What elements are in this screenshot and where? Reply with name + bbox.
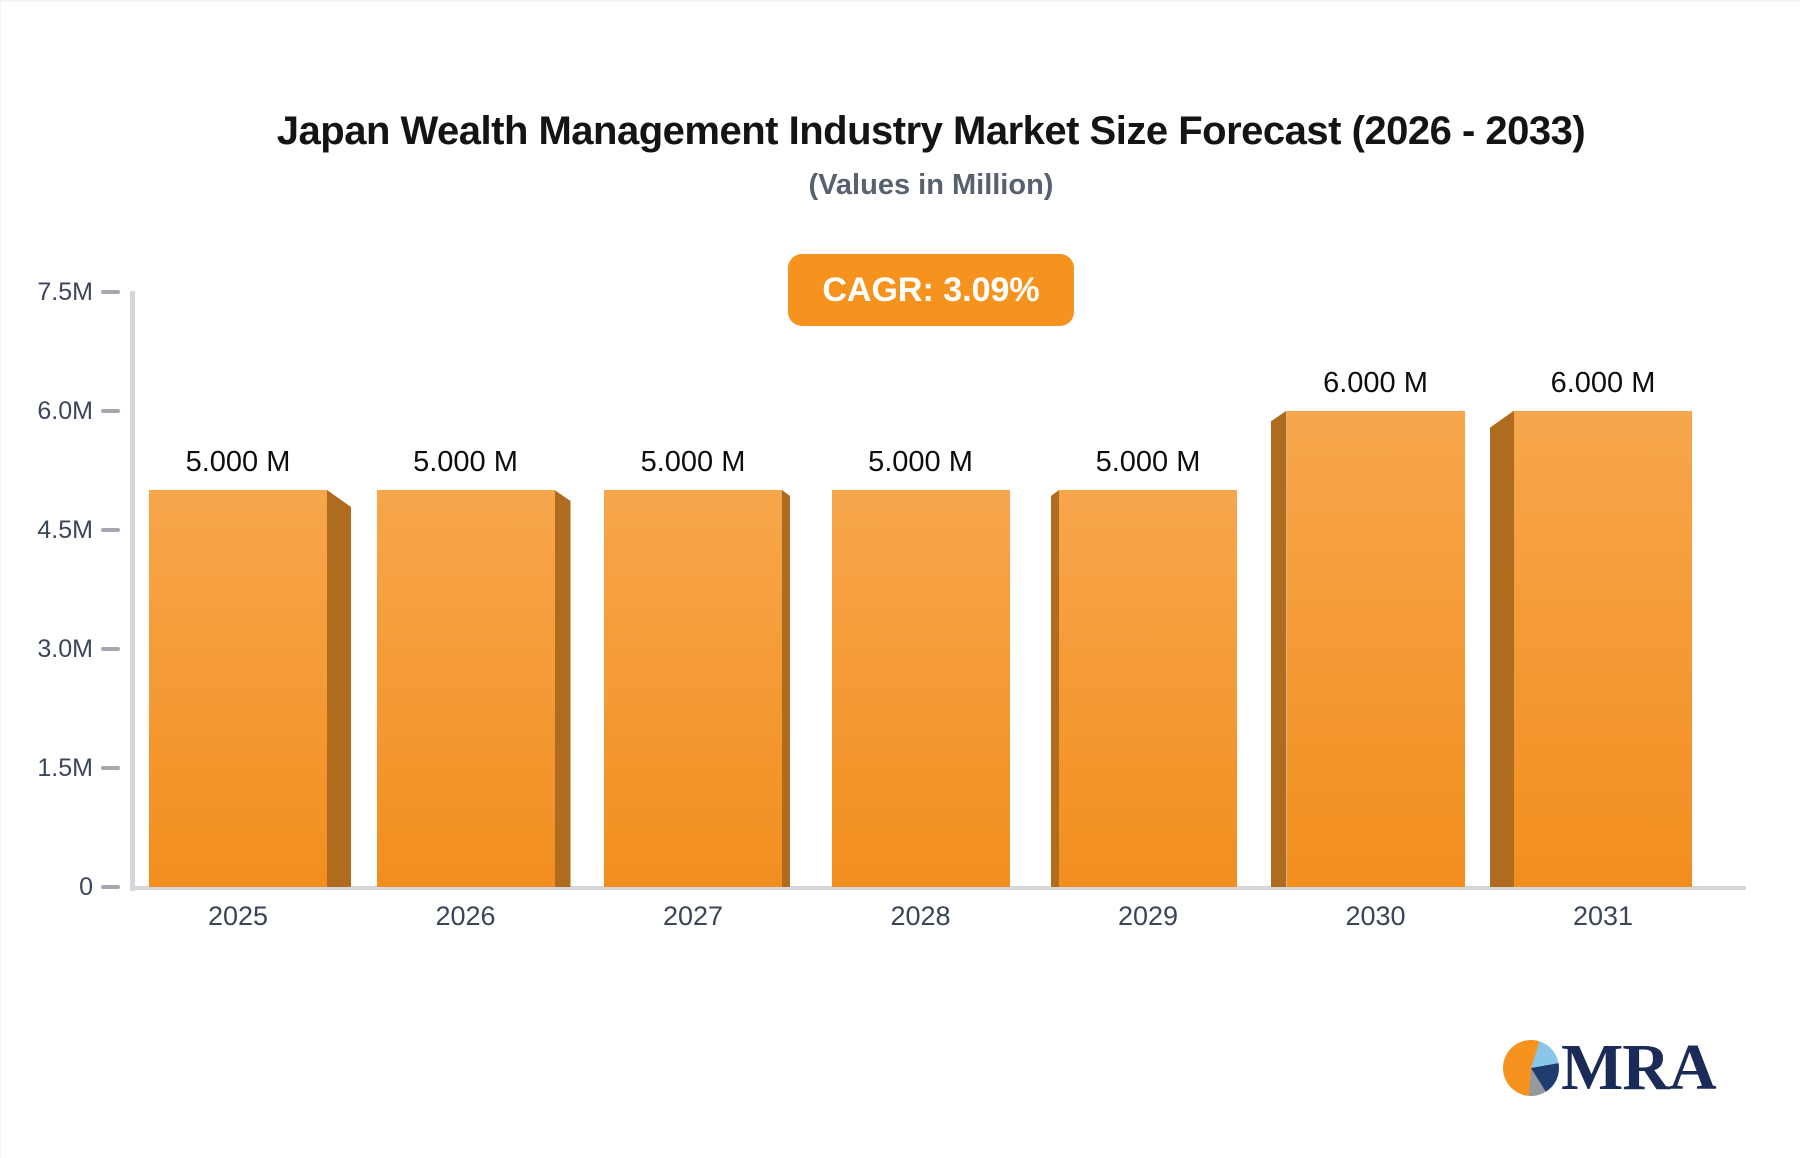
bar-2025 bbox=[149, 490, 327, 887]
brand-text: MRA bbox=[1561, 1031, 1717, 1104]
cagr-badge-row: CAGR: 3.09% bbox=[31, 254, 1800, 326]
bar-value-label-2025: 5.000 M bbox=[185, 446, 291, 478]
bar-2027 bbox=[604, 490, 782, 887]
y-axis-tick-label: 4.5M bbox=[37, 515, 93, 544]
pie-chart-icon bbox=[1503, 1040, 1559, 1096]
x-axis-label-2028: 2028 bbox=[890, 901, 951, 931]
bar-value-label-2031: 6.000 M bbox=[1550, 366, 1656, 399]
bar-value-label-2027: 5.000 M bbox=[640, 446, 746, 478]
chart-header: Japan Wealth Management Industry Market … bbox=[31, 106, 1800, 202]
y-axis-tick-label: 3.0M bbox=[37, 634, 93, 663]
bar-2031 bbox=[1514, 410, 1692, 887]
bar-side-face-2029 bbox=[1051, 490, 1059, 887]
brand-logo: MRA bbox=[1503, 1031, 1717, 1104]
y-axis-tick-label: 7.5M bbox=[37, 277, 93, 306]
bar-2028 bbox=[831, 490, 1010, 887]
chart-subtitle: (Values in Million) bbox=[808, 169, 1054, 201]
y-axis-tick-mark bbox=[101, 408, 120, 413]
x-axis-label-2025: 2025 bbox=[207, 901, 269, 931]
cagr-badge: CAGR: 3.09% bbox=[788, 254, 1074, 326]
bar-side-face-2026 bbox=[554, 490, 571, 887]
y-axis-tick-mark bbox=[101, 765, 120, 770]
x-axis-label-2026: 2026 bbox=[435, 901, 496, 931]
x-axis-baseline bbox=[130, 886, 1746, 890]
y-axis-tick-mark bbox=[101, 527, 120, 532]
bar-value-label-2030: 6.000 M bbox=[1323, 366, 1428, 399]
bar-side-face-2027 bbox=[782, 490, 790, 887]
bar-side-face-2025 bbox=[327, 490, 351, 887]
bar-side-face-2030 bbox=[1270, 410, 1287, 887]
x-axis-label-2027: 2027 bbox=[662, 901, 724, 931]
y-axis-tick-label: 6.0M bbox=[37, 396, 93, 425]
y-axis-tick-label: 1.5M bbox=[37, 753, 93, 782]
y-axis-tick-label: 0 bbox=[79, 873, 93, 901]
bar-side-face-2031 bbox=[1490, 410, 1514, 887]
bar-2029 bbox=[1059, 490, 1237, 887]
chart-title: Japan Wealth Management Industry Market … bbox=[276, 109, 1586, 153]
x-axis-label-2031: 2031 bbox=[1572, 901, 1634, 931]
y-axis-tick-mark bbox=[101, 646, 120, 651]
y-axis-tick-mark bbox=[101, 289, 120, 294]
bar-value-label-2029: 5.000 M bbox=[1095, 446, 1201, 478]
y-axis-line bbox=[130, 291, 135, 891]
bar-value-label-2028: 5.000 M bbox=[868, 446, 973, 478]
x-axis-label-2030: 2030 bbox=[1345, 901, 1406, 931]
bar-2030 bbox=[1286, 410, 1465, 887]
x-axis-label-2029: 2029 bbox=[1117, 901, 1179, 931]
y-axis-tick-mark bbox=[101, 885, 120, 889]
bar-value-label-2026: 5.000 M bbox=[413, 446, 518, 478]
bar-2026 bbox=[376, 490, 555, 887]
